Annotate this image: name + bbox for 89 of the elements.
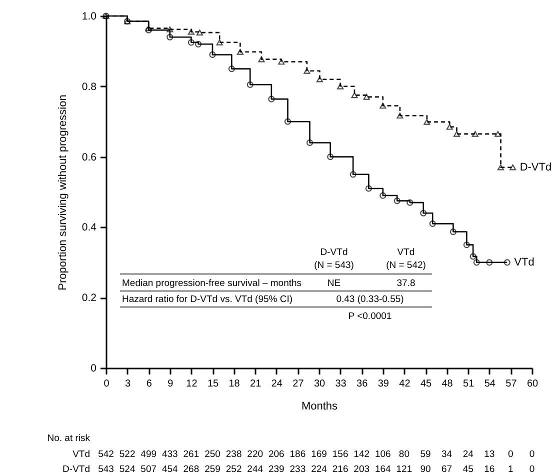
annotation: (N = 542) [386, 260, 426, 271]
point [486, 259, 493, 266]
point [497, 164, 504, 170]
point [473, 259, 480, 266]
point [278, 58, 285, 65]
x-tick-label: 60 [526, 378, 538, 390]
x-tick-label: 42 [399, 378, 411, 390]
point [188, 28, 194, 35]
x-tick-label: 21 [250, 378, 262, 390]
x-tick-label: 33 [335, 378, 347, 390]
y-tick-label: 0.8 [82, 80, 97, 93]
y-tick-label: 0.4 [82, 222, 97, 234]
x-tick-label: 48 [442, 378, 454, 390]
point [453, 131, 460, 137]
point [406, 199, 414, 206]
annotation: Hazard ratio for D-VTd vs. VTd (95% CI) [122, 294, 293, 305]
point [420, 210, 427, 216]
x-tick-label: 45 [420, 378, 432, 390]
point [145, 26, 152, 34]
x-axis-title: Months [301, 400, 338, 412]
point [216, 39, 223, 46]
x-tick-label: 57 [506, 378, 518, 390]
x-tick-label: 6 [146, 378, 152, 390]
point [363, 94, 370, 100]
point [228, 66, 235, 72]
point [350, 171, 356, 178]
point [268, 96, 275, 102]
x-tick-label: 24 [271, 378, 283, 390]
x-tick-label: 3 [125, 378, 132, 390]
x-tick-label: 12 [186, 378, 198, 390]
point [316, 76, 323, 82]
text: D-VTd 543 524 507 454 268 259 252 244 239 233 224 216 203 164 121 90 67 45 16 1 0 [62, 464, 535, 475]
x-tick-label: 39 [378, 378, 390, 390]
point [236, 48, 244, 55]
x-tick-label: 54 [484, 378, 496, 390]
point [166, 26, 174, 32]
point [327, 154, 334, 160]
point [365, 185, 372, 192]
y-tick-label: 0 [90, 362, 97, 374]
text: VTd 542 522 499 433 261 250 238 220 206 186 169 156 142 106 80 59 34 24 13 0 0 [72, 449, 535, 460]
point [429, 220, 436, 227]
point [196, 30, 204, 36]
annotation: 0.43 (0.33-0.55) [336, 294, 404, 305]
x-tick-label: 36 [356, 378, 368, 390]
point [494, 131, 502, 137]
annotation: NE [327, 278, 341, 289]
text: No. at risk [47, 433, 90, 444]
point [166, 34, 174, 40]
point [258, 56, 265, 62]
point [424, 119, 430, 125]
x-tick-label: 18 [228, 378, 240, 390]
x-tick-label: 51 [463, 378, 475, 390]
point [472, 131, 478, 137]
point [246, 81, 254, 88]
point [351, 92, 358, 98]
point [463, 242, 470, 248]
series-label: D-VTd [520, 161, 552, 174]
x-tick-label: 27 [292, 378, 304, 390]
point [304, 68, 310, 74]
y-tick-label: 1.0 [82, 10, 97, 22]
x-tick-label: 0 [104, 378, 110, 390]
y-axis-title: Proportion surviving without progression [56, 94, 69, 290]
point [195, 40, 202, 48]
point [380, 102, 386, 109]
x-tick-label: 30 [314, 378, 326, 390]
x-tick-label: 15 [207, 378, 219, 390]
x-tick-label: 9 [168, 378, 174, 390]
annotation: (N = 543) [314, 260, 354, 271]
annotation: D-VTd [320, 247, 348, 258]
annotation: VTd [397, 247, 415, 258]
y-tick-label: 0.6 [82, 151, 97, 164]
point [209, 51, 216, 58]
point [380, 192, 386, 199]
series-label: VTd [514, 256, 534, 268]
point [446, 124, 453, 130]
point [337, 83, 344, 90]
point [396, 112, 404, 119]
point [450, 228, 456, 236]
point [306, 139, 314, 146]
point [394, 198, 400, 204]
point [188, 39, 194, 46]
y-tick-label: 0.2 [82, 292, 97, 304]
point [510, 164, 516, 170]
point [470, 253, 476, 260]
point [145, 25, 152, 32]
annotation: Median progression-free survival – months [122, 278, 302, 289]
point [284, 118, 292, 125]
annotation: P <0.0001 [348, 311, 392, 322]
annotation: 37.8 [396, 278, 416, 289]
